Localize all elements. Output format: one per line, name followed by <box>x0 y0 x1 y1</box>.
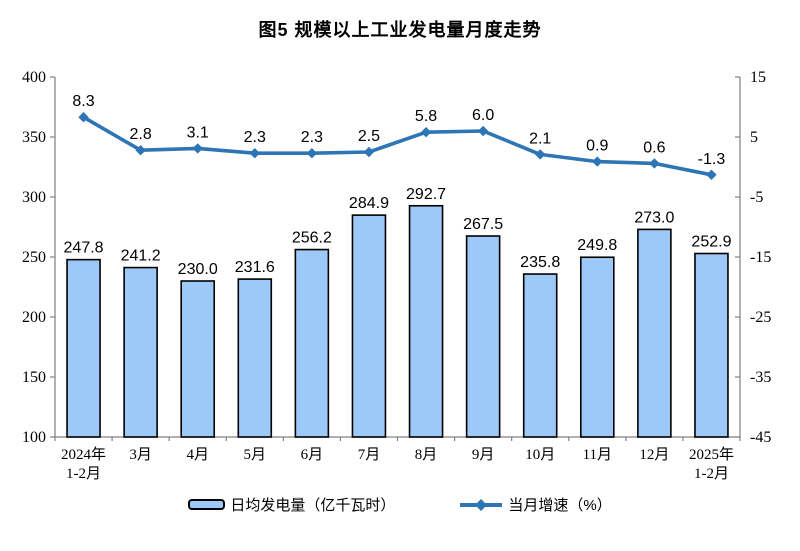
legend-item-line: 当月增速（%） <box>459 494 612 515</box>
bar <box>694 252 729 438</box>
x-category-label: 2025年 <box>689 446 734 463</box>
x-category-label: 7月 <box>358 447 381 463</box>
line-marker <box>649 158 660 169</box>
x-category-label: 4月 <box>186 447 209 463</box>
bar-series: 247.8 241.2 230.0 231.6 256.2 284.9 292.7 267.5… <box>64 186 732 438</box>
line-value-label: -1.3 <box>698 151 726 168</box>
left-tick-label: 100 <box>22 429 46 446</box>
x-category-label: 3月 <box>129 447 152 463</box>
bar-value-label: 249.8 <box>577 237 617 254</box>
line-value-label: 2.8 <box>130 126 152 143</box>
bar <box>637 228 672 438</box>
line-marker <box>420 127 432 138</box>
right-tick-label: -45 <box>750 429 771 446</box>
bar <box>522 273 558 438</box>
bar <box>237 278 273 438</box>
line-marker <box>592 156 603 167</box>
bar <box>579 256 615 438</box>
bar-value-label: 284.9 <box>349 195 389 212</box>
bar-value-label: 267.5 <box>463 216 503 233</box>
right-tick-label: -35 <box>750 369 771 386</box>
left-axis-ticks: 400 350 300 250 200 150 100 <box>22 69 55 446</box>
line-value-label: 2.1 <box>529 130 551 147</box>
bar <box>66 258 101 438</box>
line-legend-marker <box>475 498 488 511</box>
line-value-label: 5.8 <box>415 108 437 125</box>
x-category-label: 9月 <box>472 447 495 463</box>
line-value-label: 3.1 <box>187 124 209 141</box>
x-category-label: 11月 <box>583 447 612 463</box>
x-category-label: 1-2月 <box>694 466 729 482</box>
bar-value-label: 292.7 <box>406 186 446 203</box>
x-category-label: 5月 <box>244 447 267 463</box>
line-series-label: 当月增速（%） <box>508 497 612 514</box>
legend-item-bar: 日均发电量（亿千瓦时） <box>188 494 395 515</box>
line-value-label: 0.6 <box>643 139 665 156</box>
left-tick-label: 400 <box>22 69 46 86</box>
line-marker <box>78 112 89 123</box>
right-axis-ticks: 15 5 -5 -15 -25 -35 -45 <box>735 69 771 446</box>
line-value-label: 0.9 <box>586 138 608 155</box>
x-axis-ticks <box>54 437 741 441</box>
left-tick-label: 200 <box>22 309 46 326</box>
x-category-label: 10月 <box>525 447 555 463</box>
right-tick-label: 15 <box>750 69 766 86</box>
line-value-label: 2.5 <box>358 128 380 145</box>
bar <box>294 248 330 438</box>
line-marker <box>192 143 203 154</box>
bar-series-swatch <box>188 499 226 510</box>
x-category-label: 12月 <box>639 447 669 463</box>
line-series: 8.3 2.8 3.1 2.3 2.3 2.5 5.8 6.0 2.1 0.9 0.6 -1.3 <box>72 93 725 180</box>
right-tick-label: 5 <box>750 129 758 146</box>
chart-title: 图5 规模以上工业发电量月度走势 <box>258 20 542 40</box>
line-value-label: 2.3 <box>244 129 266 146</box>
x-category-label: 8月 <box>415 447 438 463</box>
bar <box>180 280 216 438</box>
bar-series-label: 日均发电量（亿千瓦时） <box>230 497 396 514</box>
x-category-label: 1-2月 <box>66 466 101 482</box>
line-marker <box>306 148 318 159</box>
line-value-label: 8.3 <box>72 93 94 110</box>
line-path <box>81 115 714 177</box>
left-tick-label: 300 <box>22 189 46 206</box>
bar <box>123 266 158 438</box>
right-tick-label: -15 <box>750 249 771 266</box>
line-marker <box>706 169 717 180</box>
bar-value-label: 252.9 <box>691 234 731 251</box>
right-tick-label: -25 <box>750 309 771 326</box>
left-tick-label: 350 <box>22 129 46 146</box>
left-tick-label: 250 <box>22 249 46 266</box>
line-marker <box>249 148 260 159</box>
line-value-label: 2.3 <box>301 129 323 146</box>
bar-value-label: 273.0 <box>634 209 674 226</box>
line-marker <box>135 145 146 156</box>
x-category-label: 2024年 <box>61 446 106 463</box>
bar-value-label: 235.8 <box>520 254 560 271</box>
bar <box>408 204 444 438</box>
line-marker <box>363 146 375 158</box>
bar <box>351 214 387 438</box>
line-marker <box>477 125 489 137</box>
bar-value-label: 241.2 <box>121 248 161 265</box>
x-axis-labels: 2024年 1-2月 3月 4月 5月 6月 7月 8月 9月 10月 11月 12月 2025年 1-2… <box>61 446 734 482</box>
line-value-label: 6.0 <box>472 107 494 124</box>
bar-value-label: 230.0 <box>178 261 218 278</box>
bar-value-label: 256.2 <box>292 230 332 247</box>
bar-value-label: 247.8 <box>64 240 104 257</box>
chart-legend: 日均发电量（亿千瓦时） 当月增速（%） <box>0 494 800 515</box>
line-marker <box>535 149 546 160</box>
line-series-swatch <box>460 498 503 511</box>
x-category-label: 6月 <box>301 447 324 463</box>
bar <box>465 235 501 438</box>
left-tick-label: 150 <box>22 369 46 386</box>
bar-value-label: 231.6 <box>235 259 275 276</box>
right-tick-label: -5 <box>750 189 763 206</box>
